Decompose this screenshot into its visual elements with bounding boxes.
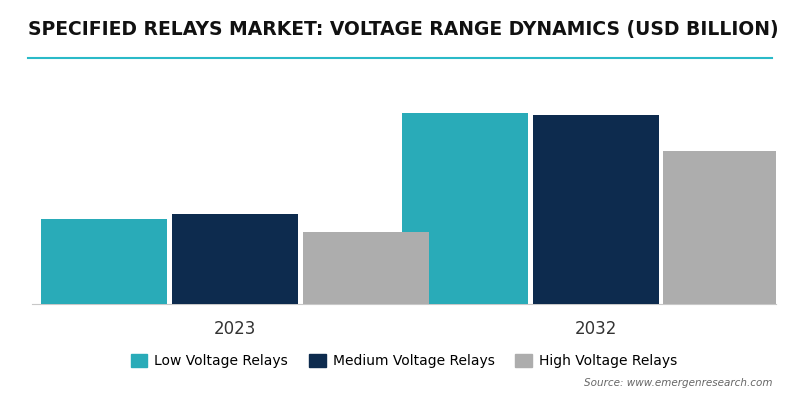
Text: Source: www.emergenresearch.com: Source: www.emergenresearch.com xyxy=(583,378,772,388)
Bar xyxy=(172,214,298,304)
Bar xyxy=(302,232,429,304)
Bar xyxy=(402,113,528,304)
Bar xyxy=(663,151,790,304)
Bar xyxy=(41,218,167,304)
Text: SPECIFIED RELAYS MARKET: VOLTAGE RANGE DYNAMICS (USD BILLION): SPECIFIED RELAYS MARKET: VOLTAGE RANGE D… xyxy=(28,20,778,39)
Bar xyxy=(533,115,658,304)
Legend: Low Voltage Relays, Medium Voltage Relays, High Voltage Relays: Low Voltage Relays, Medium Voltage Relay… xyxy=(126,349,682,374)
